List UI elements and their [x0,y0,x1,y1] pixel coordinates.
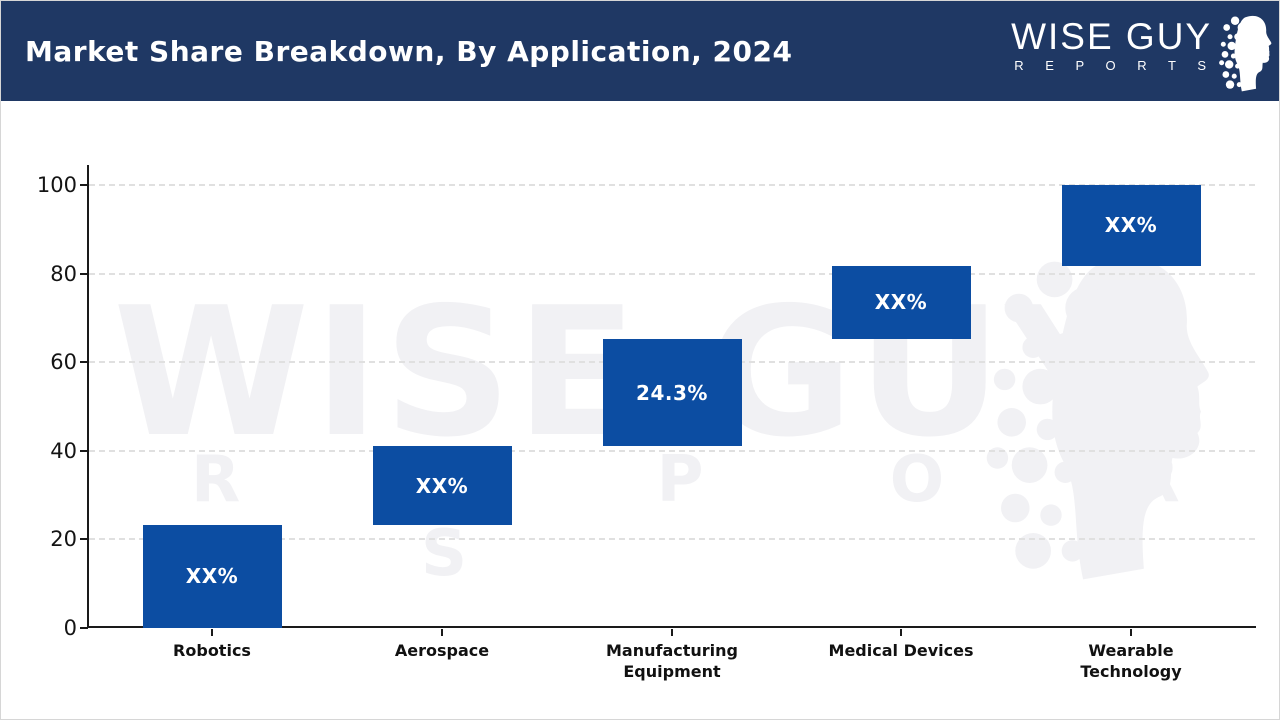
bar-value-label: XX% [874,290,928,315]
chart-title: Market Share Breakdown, By Application, … [25,34,793,68]
bar-value-label: 24.3% [636,380,708,405]
y-tick-label-0: 0 [63,616,77,640]
x-category-label: Medical Devices [828,641,974,660]
y-tick-mark-100 [80,184,88,186]
brand-logo-head-icon [1219,15,1272,92]
y-gridline-100 [89,184,1255,186]
x-tick-mark [900,629,902,636]
x-tick-mark [671,629,673,636]
y-gridline-80 [89,272,1255,275]
y-tick-mark-80 [80,272,88,275]
x-tick-mark [441,629,443,636]
y-axis-line [87,165,89,628]
y-tick-label-100: 100 [36,173,77,197]
y-tick-mark-0 [80,627,88,629]
y-tick-label-60: 60 [50,350,77,375]
y-gridline-20 [89,538,1255,541]
y-tick-label-20: 20 [50,527,77,552]
y-gridline-40 [89,449,1255,452]
x-category-label: Aerospace [394,641,490,660]
x-category-label: Robotics [173,641,251,660]
y-tick-label-40: 40 [50,438,77,463]
x-category-label: Wearable Technology [1080,641,1182,681]
bar-segment: XX% [831,265,971,339]
x-axis-line [87,626,1256,628]
brand-logo: WISE GUY R E P O R T S [1008,16,1215,74]
y-tick-label-80: 80 [50,261,77,286]
bar-value-label: XX% [185,564,239,589]
brand-logo-reports-text: R E P O R T S [1014,58,1215,73]
bar-segment: 24.3% [602,338,742,447]
y-tick-mark-20 [80,538,88,541]
brand-logo-wiseguy-text: WISE GUY [1011,16,1213,57]
bar-segment: XX% [142,524,282,628]
x-tick-mark [211,629,213,636]
bar-segment: XX% [372,446,512,525]
x-category-label: Manufacturing Equipment [606,641,738,681]
bar-value-label: XX% [415,473,469,498]
bar-value-label: XX% [1104,213,1158,238]
y-tick-mark-40 [80,449,88,452]
x-tick-mark [1130,629,1132,636]
y-tick-mark-60 [80,361,88,364]
header-bar: Market Share Breakdown, By Application, … [1,1,1279,101]
bar-segment: XX% [1061,185,1201,266]
